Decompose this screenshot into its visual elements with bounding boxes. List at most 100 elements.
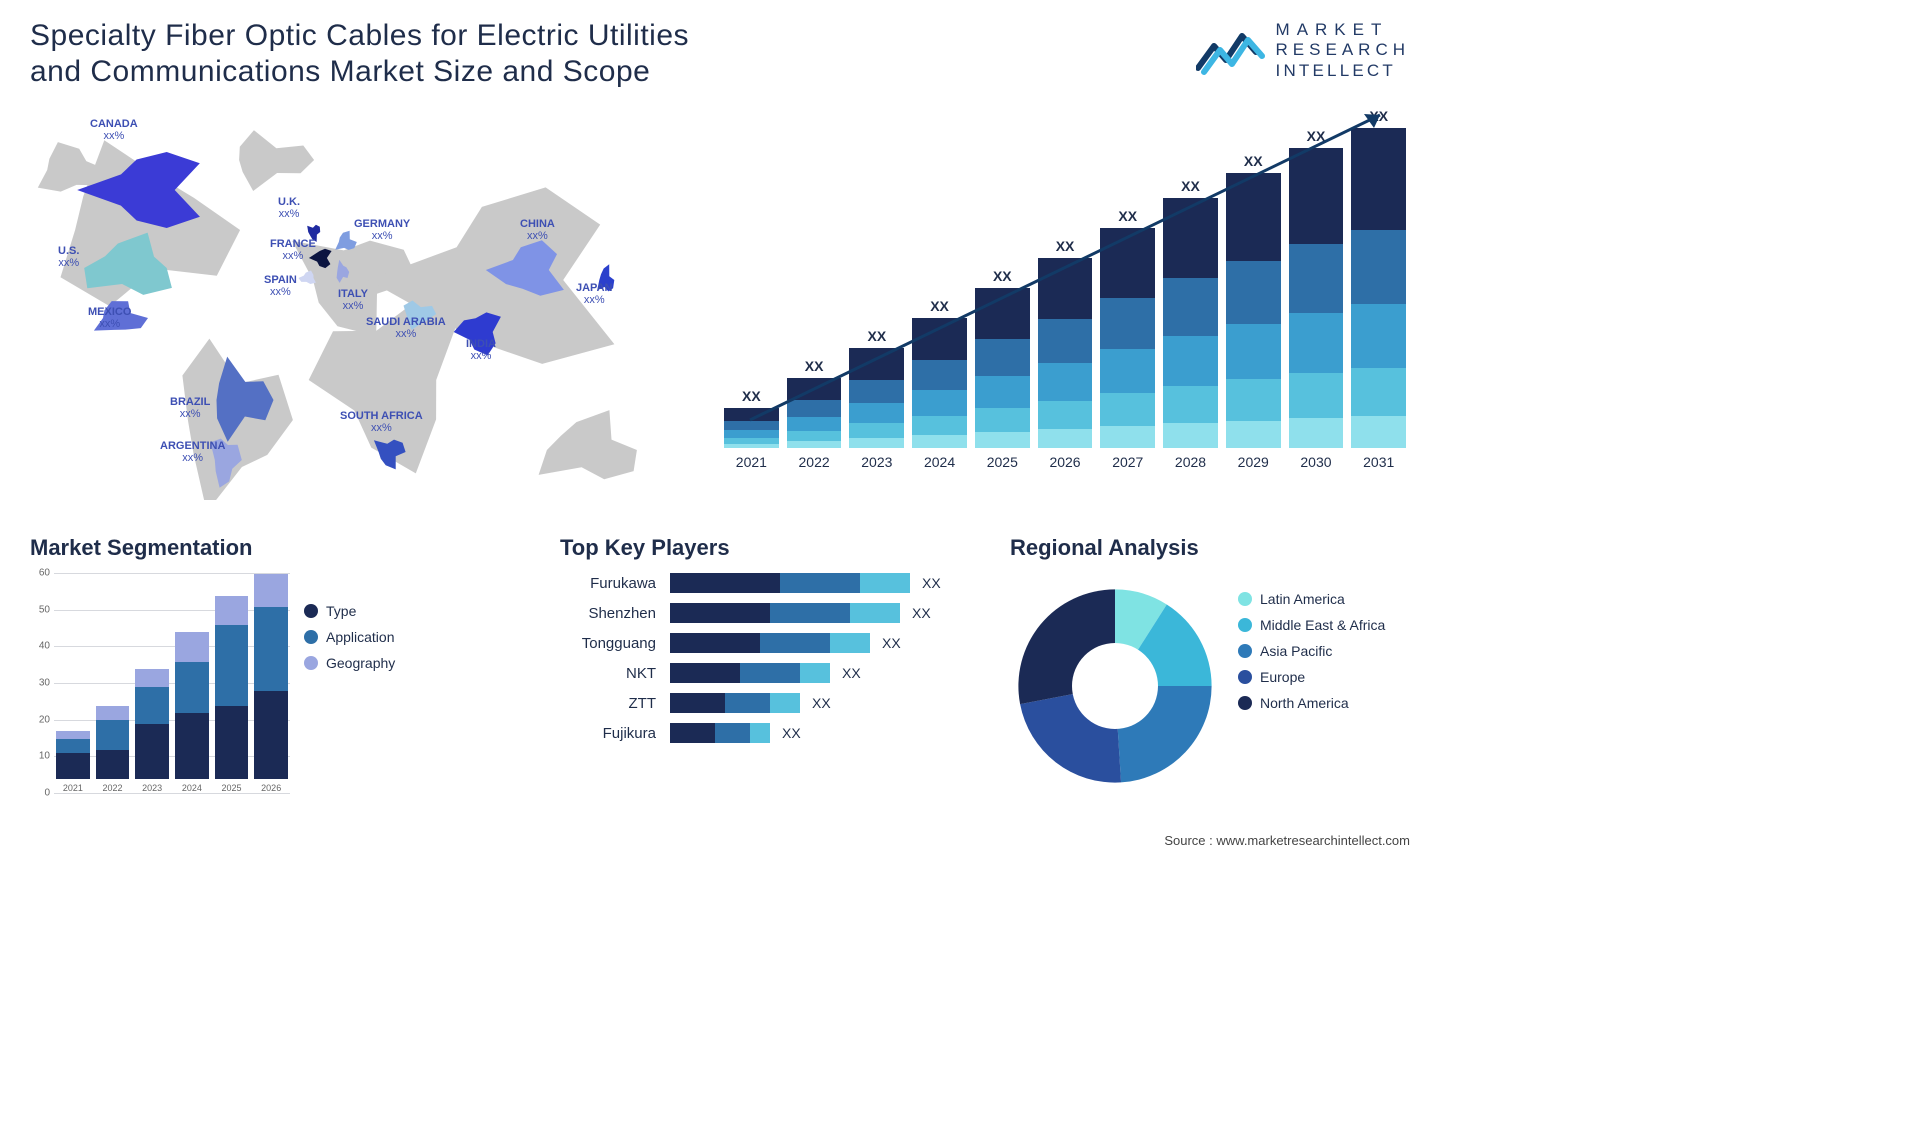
player-name: NKT (560, 665, 670, 682)
logo-line2: RESEARCH (1276, 40, 1410, 60)
segmentation-panel: Market Segmentation 0102030405060 202120… (30, 535, 450, 813)
legend-item: Middle East & Africa (1238, 617, 1385, 633)
growth-bar-value: XX (993, 268, 1012, 284)
growth-year-label: 2025 (987, 454, 1018, 470)
growth-bar-value: XX (867, 328, 886, 344)
player-name: Tongguang (560, 635, 670, 652)
players-title: Top Key Players (560, 535, 980, 561)
regional-legend: Latin America Middle East & Africa Asia Pa… (1238, 591, 1385, 721)
growth-bar-value: XX (1118, 208, 1137, 224)
growth-year-label: 2027 (1112, 454, 1143, 470)
map-label: U.S.xx% (58, 245, 79, 269)
player-row: Furukawa XX (560, 573, 980, 593)
growth-bar-value: XX (1307, 128, 1326, 144)
growth-year-label: 2023 (861, 454, 892, 470)
growth-bar-value: XX (930, 298, 949, 314)
growth-year-label: 2021 (736, 454, 767, 470)
growth-year-label: 2030 (1300, 454, 1331, 470)
map-label: MEXICOxx% (88, 306, 131, 330)
source-attribution: Source : www.marketresearchintellect.com (1164, 833, 1410, 848)
map-label: BRAZILxx% (170, 396, 210, 420)
segmentation-legend: Type Application Geography (304, 603, 395, 681)
player-row: Tongguang XX (560, 633, 980, 653)
growth-bar: XX 2024 (912, 298, 967, 470)
player-value: XX (842, 665, 861, 681)
logo-mark-icon (1196, 26, 1266, 76)
map-label: CHINAxx% (520, 218, 555, 242)
growth-bar-chart: XX 2021 XX 2022 XX 2023 XX 2024 XX 2025 XX 2026 XX 20… (720, 100, 1410, 500)
map-label: FRANCExx% (270, 238, 316, 262)
legend-item: Asia Pacific (1238, 643, 1385, 659)
page-title: Specialty Fiber Optic Cables for Electri… (30, 18, 730, 90)
growth-year-label: 2028 (1175, 454, 1206, 470)
growth-year-label: 2029 (1238, 454, 1269, 470)
player-row: NKT XX (560, 663, 980, 683)
legend-item: Geography (304, 655, 395, 671)
growth-bar: XX 2021 (724, 388, 779, 470)
brand-logo: MARKET RESEARCH INTELLECT (1196, 20, 1410, 81)
player-value: XX (812, 695, 831, 711)
growth-bar-value: XX (1244, 153, 1263, 169)
regional-donut (1010, 581, 1220, 791)
growth-bar-value: XX (1181, 178, 1200, 194)
growth-bar-value: XX (1056, 238, 1075, 254)
growth-bar: XX 2025 (975, 268, 1030, 470)
segmentation-bar: 2022 (96, 706, 130, 793)
growth-bar: XX 2027 (1100, 208, 1155, 470)
legend-item: Type (304, 603, 395, 619)
map-label: ITALYxx% (338, 288, 368, 312)
growth-bar: XX 2022 (787, 358, 842, 470)
player-row: ShenzhenXX (560, 603, 980, 623)
map-label: INDIAxx% (466, 338, 496, 362)
map-label: ARGENTINAxx% (160, 440, 225, 464)
legend-item: North America (1238, 695, 1385, 711)
growth-bar: XX 2029 (1226, 153, 1281, 470)
map-label: SAUDI ARABIAxx% (366, 316, 446, 340)
player-name: ZTT (560, 695, 670, 712)
player-value: XX (912, 605, 931, 621)
map-label: GERMANYxx% (354, 218, 410, 242)
players-panel: Top Key Players FurukawaXXShenzhenXXTong… (560, 535, 980, 743)
segmentation-title: Market Segmentation (30, 535, 450, 561)
player-row: Fujikura XX (560, 723, 980, 743)
growth-bar: XX 2026 (1038, 238, 1093, 470)
map-label: CANADAxx% (90, 118, 138, 142)
player-value: XX (882, 635, 901, 651)
player-name: Furukawa (560, 575, 670, 592)
logo-line1: MARKET (1276, 20, 1410, 40)
player-value: XX (782, 725, 801, 741)
growth-bar-value: XX (742, 388, 761, 404)
segmentation-bar: 2024 (175, 632, 209, 793)
regional-title: Regional Analysis (1010, 535, 1410, 561)
growth-bar: XX 2031 (1351, 108, 1406, 470)
world-map: CANADAxx% U.S.xx% MEXICOxx% BRAZILxx% ARGENT… (10, 100, 680, 500)
logo-line3: INTELLECT (1276, 61, 1410, 81)
legend-item: Europe (1238, 669, 1385, 685)
legend-item: Application (304, 629, 395, 645)
segmentation-bar: 2023 (135, 669, 169, 793)
growth-year-label: 2026 (1049, 454, 1080, 470)
segmentation-bar: 2026 (254, 574, 288, 793)
players-list: FurukawaXXShenzhenXXTongguangXXNKTXXZTTX… (560, 573, 980, 743)
segmentation-bar: 2021 (56, 731, 90, 793)
map-label: U.K.xx% (278, 196, 300, 220)
growth-year-label: 2031 (1363, 454, 1394, 470)
player-name: Fujikura (560, 725, 670, 742)
player-row: ZTT XX (560, 693, 980, 713)
donut-hole (1072, 643, 1158, 729)
growth-year-label: 2024 (924, 454, 955, 470)
regional-panel: Regional Analysis Latin America Middle Ea… (1010, 535, 1410, 791)
segmentation-chart: 0102030405060 202120222023202420252026 (30, 573, 290, 813)
map-label: SPAINxx% (264, 274, 297, 298)
growth-bar-value: XX (805, 358, 824, 374)
segmentation-bar: 2025 (215, 596, 249, 793)
growth-year-label: 2022 (799, 454, 830, 470)
growth-bar: XX 2023 (849, 328, 904, 470)
growth-bar-value: XX (1369, 108, 1388, 124)
map-label: JAPANxx% (576, 282, 612, 306)
legend-item: Latin America (1238, 591, 1385, 607)
player-value: XX (922, 575, 941, 591)
map-label: SOUTH AFRICAxx% (340, 410, 423, 434)
growth-bar: XX 2028 (1163, 178, 1218, 470)
growth-bar: XX 2030 (1289, 128, 1344, 470)
